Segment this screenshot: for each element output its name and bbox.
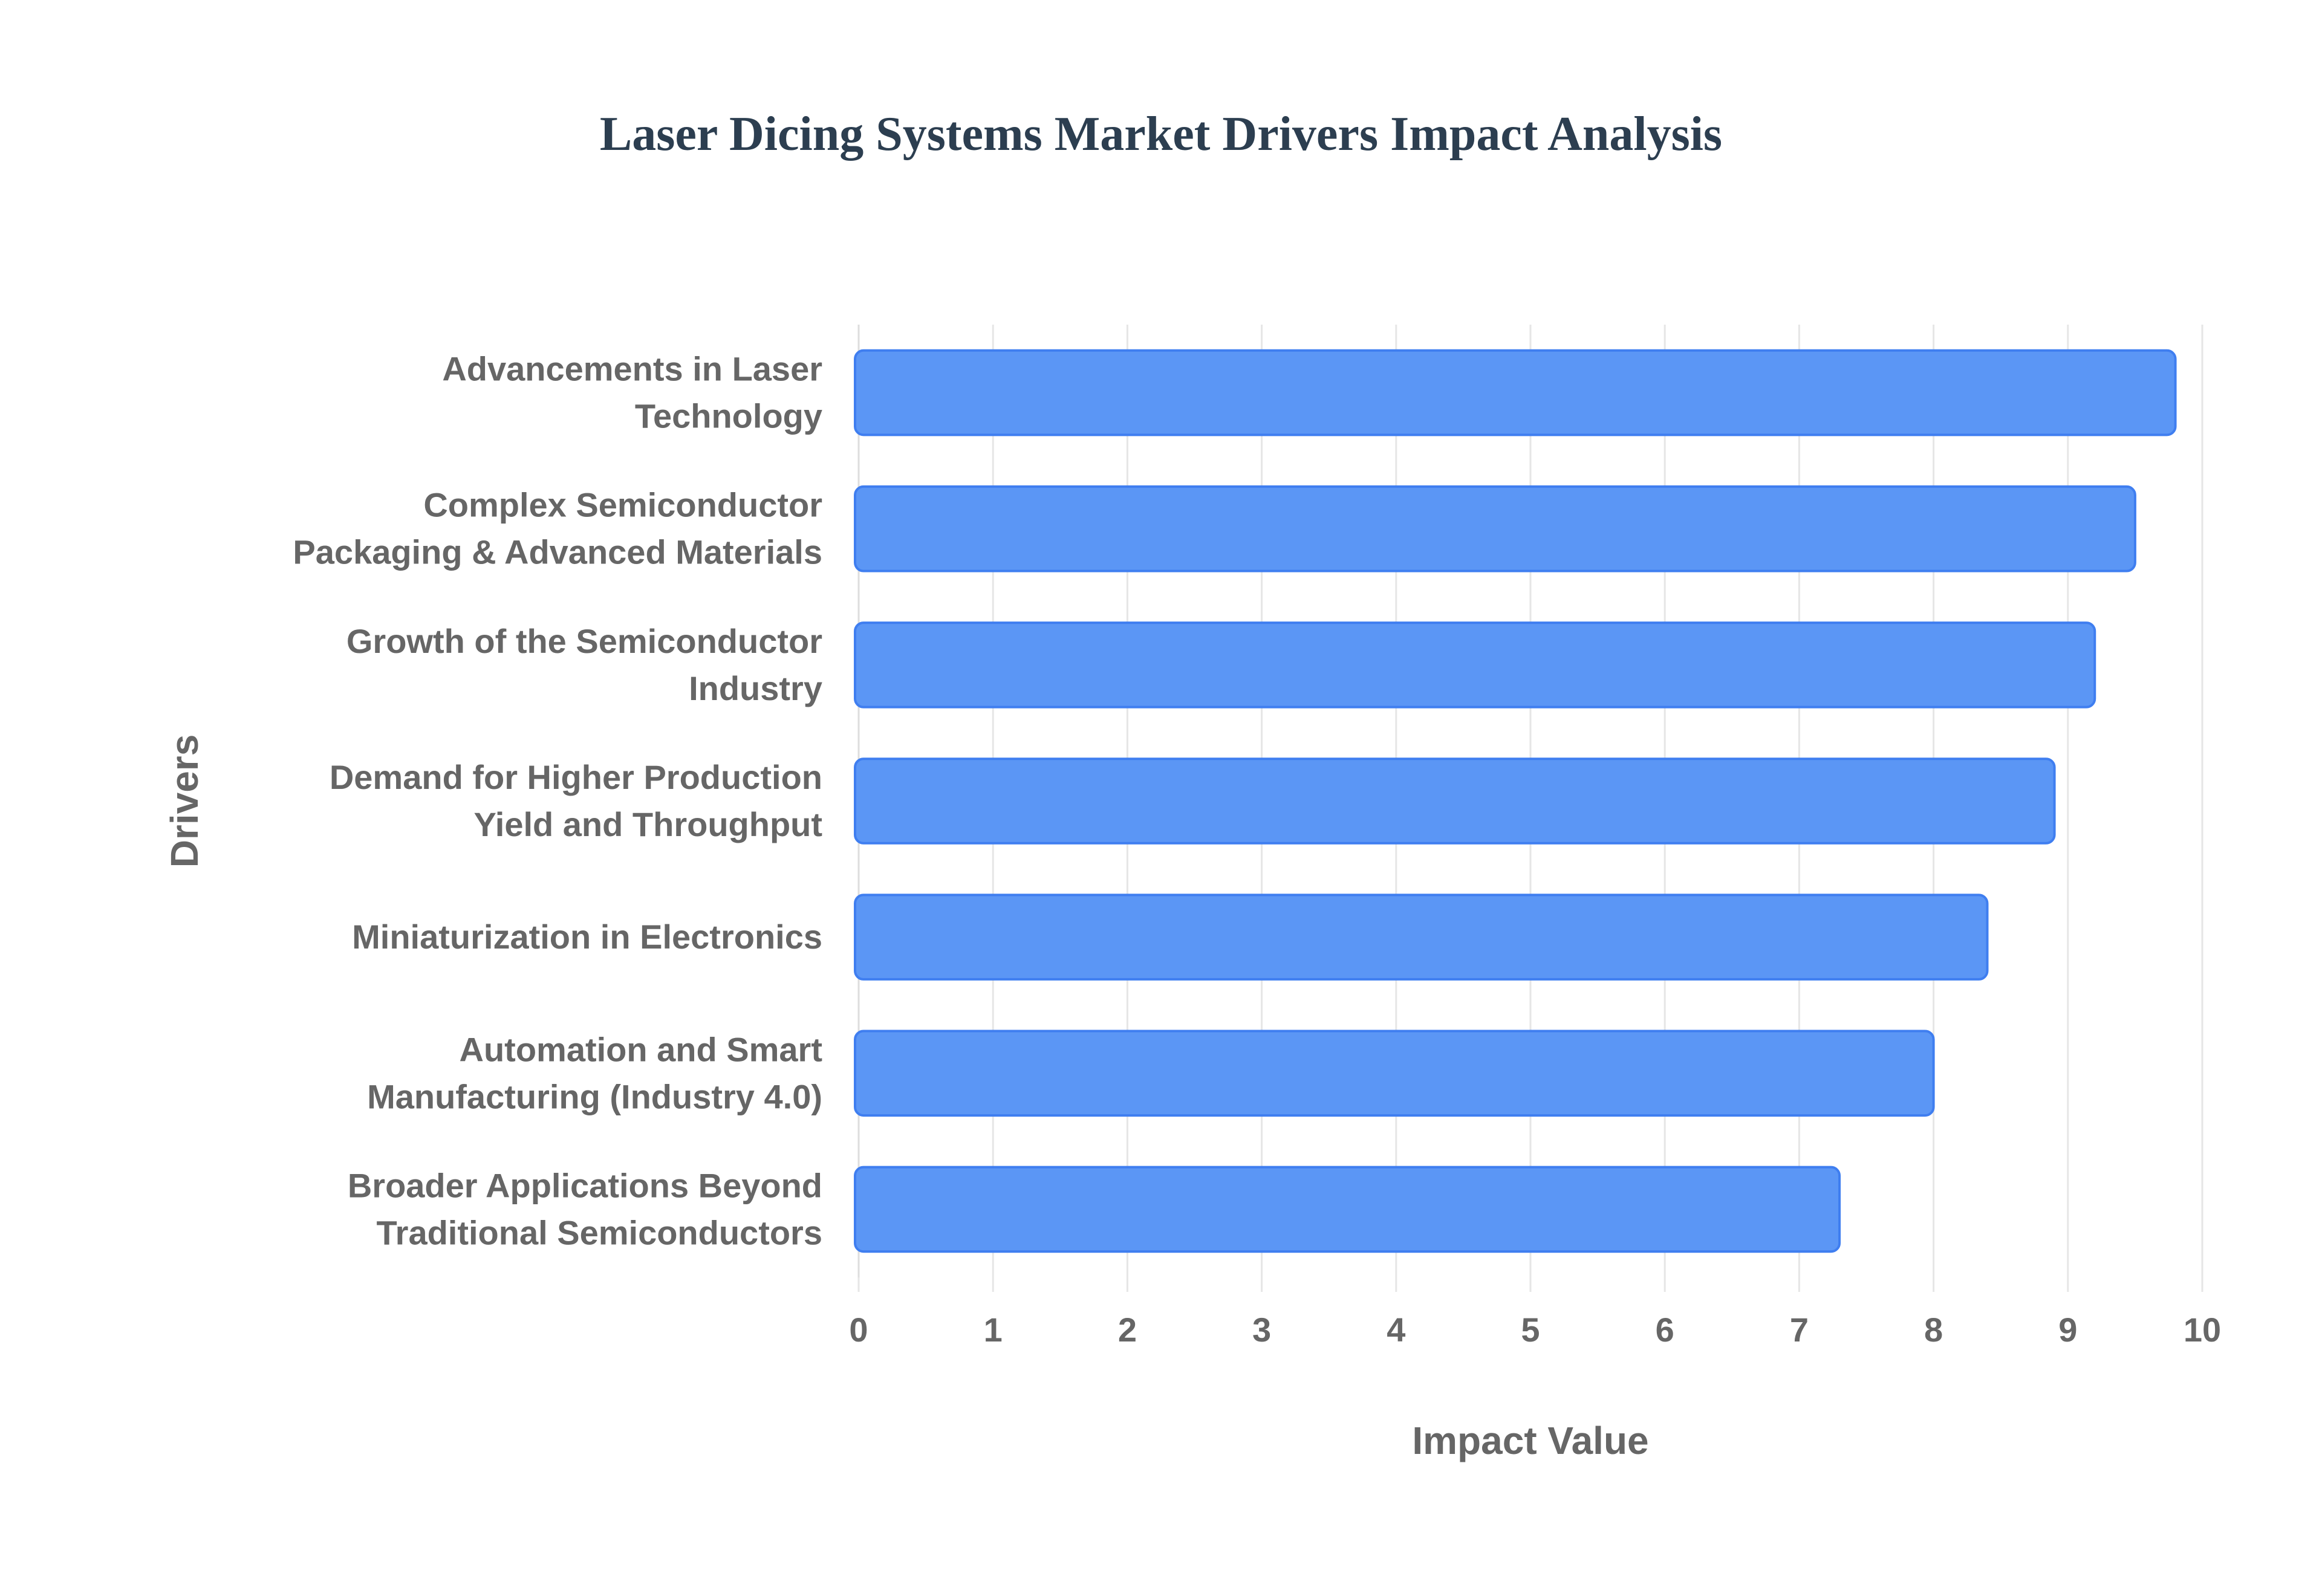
x-axis-ticks: 0 1 2 3 4 5 6 7 8 9 10 (849, 1277, 2221, 1349)
category-label: Miniaturization in Electronics (352, 918, 822, 956)
category-label: Automation and Smart Manufacturing (Indus… (367, 1030, 822, 1115)
category-label: Advancements in Laser Technology (442, 350, 822, 435)
x-tick-label: 4 (1387, 1311, 1405, 1349)
bar (854, 621, 2096, 709)
x-tick-label: 1 (984, 1311, 1003, 1349)
category-label: Broader Applications Beyond Traditional S… (348, 1166, 822, 1251)
x-tick-label: 8 (1924, 1311, 1943, 1349)
x-tick-label: 7 (1790, 1311, 1809, 1349)
category-label: Demand for Higher Production Yield and Th… (330, 758, 822, 843)
bar (854, 757, 2056, 845)
category-label: Complex Semiconductor Packaging & Advance… (293, 486, 822, 571)
bar (854, 485, 2136, 573)
x-tick-label: 10 (2184, 1311, 2221, 1349)
x-axis-title: Impact Value (1412, 1419, 1648, 1462)
bars (854, 349, 2177, 1253)
chart-title: Laser Dicing Systems Market Drivers Impa… (600, 108, 1722, 161)
bar (854, 1030, 1935, 1117)
x-tick-label: 2 (1118, 1311, 1137, 1349)
bar (854, 894, 1989, 981)
x-tick-label: 9 (2058, 1311, 2077, 1349)
category-labels: Advancements in Laser Technology Complex S… (293, 350, 822, 1252)
x-tick-label: 3 (1252, 1311, 1271, 1349)
bar (854, 349, 2177, 436)
x-tick-label: 0 (849, 1311, 868, 1349)
category-label: Growth of the Semiconductor Industry (346, 622, 822, 707)
y-axis-title: Drivers (163, 735, 206, 868)
x-tick-label: 6 (1656, 1311, 1674, 1349)
x-tick-label: 5 (1521, 1311, 1540, 1349)
bar (854, 1166, 1841, 1253)
